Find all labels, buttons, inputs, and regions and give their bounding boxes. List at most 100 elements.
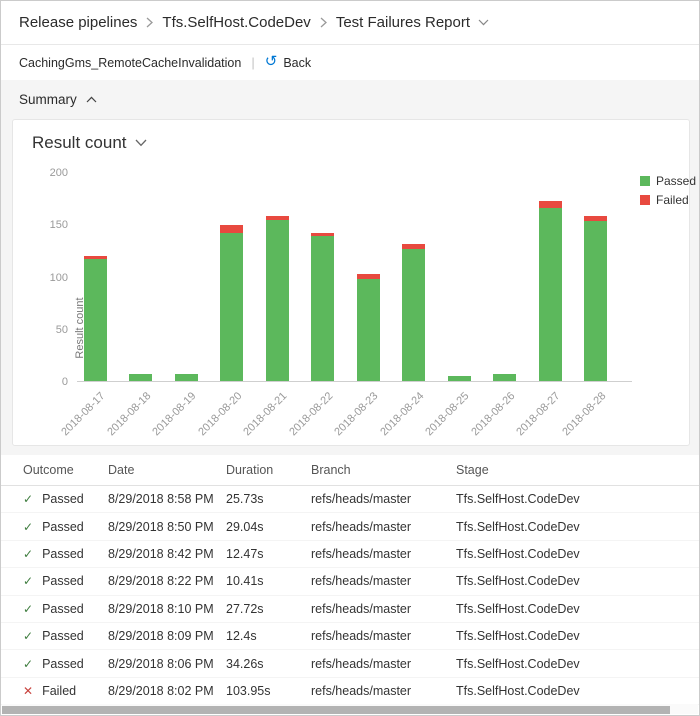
bar-2018-08-25[interactable] — [447, 375, 471, 381]
bar-2018-08-20[interactable] — [220, 225, 244, 381]
x-tick-label: 2018-08-22 — [286, 390, 336, 439]
bar-segment-passed — [493, 373, 517, 381]
bar-2018-08-28[interactable] — [584, 215, 608, 381]
date-cell: 8/29/2018 8:22 PM — [108, 574, 214, 589]
stage-cell: Tfs.SelfHost.CodeDev — [456, 492, 580, 507]
duration-cell: 29.04s — [226, 519, 264, 534]
x-tick-label: 2018-08-21 — [241, 390, 290, 439]
bar-2018-08-18[interactable] — [129, 373, 153, 381]
pipeline-name: CachingGms_RemoteCacheInvalidation — [19, 55, 242, 70]
x-tick-label: 2018-08-27 — [514, 390, 563, 439]
branch-cell: refs/heads/master — [311, 683, 412, 698]
bar-2018-08-24[interactable] — [402, 244, 426, 381]
table-row[interactable]: ✓ Passed 8/29/2018 8:09 PM 12.4s refs/heads/… — [1, 623, 699, 651]
bar-2018-08-21[interactable] — [265, 215, 289, 381]
outcome-label: Passed — [42, 492, 84, 507]
report-dropdown-chevron-down-icon[interactable] — [478, 19, 489, 26]
branch-cell: refs/heads/master — [311, 546, 412, 561]
duration-cell: 34.26s — [226, 656, 264, 671]
bar-2018-08-27[interactable] — [538, 201, 562, 381]
bar-segment-passed — [584, 221, 608, 381]
table-row[interactable]: ✓ Passed 8/29/2018 8:58 PM 25.73s refs/heads… — [1, 486, 699, 514]
date-cell: 8/29/2018 8:42 PM — [108, 546, 214, 561]
date-cell: 8/29/2018 8:10 PM — [108, 601, 214, 616]
column-header-date[interactable]: Date — [108, 463, 135, 477]
bar-segment-passed — [129, 373, 153, 381]
x-icon: ✕ — [23, 683, 34, 698]
x-tick-label: 2018-08-28 — [559, 390, 609, 439]
branch-cell: refs/heads/master — [311, 519, 412, 534]
bar-2018-08-22[interactable] — [311, 232, 335, 381]
bar-segment-passed — [356, 278, 380, 381]
bar-2018-08-19[interactable] — [174, 373, 198, 381]
duration-cell: 27.72s — [226, 601, 264, 616]
outcome-cell: ✕ Failed — [23, 684, 108, 698]
chevron-right-icon — [146, 17, 154, 28]
outcome-cell: ✓ Passed — [23, 574, 108, 588]
x-tick-label: 2018-08-23 — [332, 390, 381, 439]
pipeline-toolbar: CachingGms_RemoteCacheInvalidation | ↺ B… — [1, 45, 699, 80]
bar-2018-08-26[interactable] — [493, 373, 517, 381]
branch-cell: refs/heads/master — [311, 492, 412, 507]
legend-item-failed[interactable]: Failed — [640, 193, 696, 207]
back-button[interactable]: ↺ Back — [264, 53, 312, 70]
y-tick-label: 50 — [55, 323, 68, 336]
outcome-label: Failed — [42, 683, 77, 698]
horizontal-scrollbar-thumb[interactable] — [2, 706, 670, 714]
check-icon: ✓ — [23, 574, 34, 589]
stage-cell: Tfs.SelfHost.CodeDev — [456, 683, 580, 698]
table-row[interactable]: ✕ Failed 8/29/2018 8:02 PM 103.95s refs/head… — [1, 678, 699, 706]
column-header-duration[interactable]: Duration — [226, 463, 274, 477]
chart-metric-dropdown[interactable]: Result count — [32, 133, 147, 153]
stage-cell: Tfs.SelfHost.CodeDev — [456, 601, 580, 616]
legend-label: Passed — [656, 174, 697, 188]
bar-segment-passed — [265, 220, 289, 381]
table-row[interactable]: ✓ Passed 8/29/2018 8:22 PM 10.41s refs/heads… — [1, 568, 699, 596]
y-tick-label: 0 — [61, 376, 68, 388]
bar-2018-08-17[interactable] — [83, 255, 107, 381]
chevron-down-icon — [135, 139, 147, 147]
horizontal-scrollbar-track[interactable] — [2, 704, 698, 714]
chart-title: Result count — [32, 133, 127, 152]
breadcrumb-item-pipeline[interactable]: Tfs.SelfHost.CodeDev — [162, 14, 311, 31]
legend-swatch-icon — [640, 176, 650, 186]
outcome-cell: ✓ Passed — [23, 657, 108, 671]
bar-2018-08-23[interactable] — [356, 274, 380, 381]
breadcrumb-item-release-pipelines[interactable]: Release pipelines — [19, 14, 138, 31]
breadcrumb-item-report[interactable]: Test Failures Report — [335, 14, 471, 31]
x-tick-label: 2018-08-26 — [468, 390, 518, 439]
column-header-branch[interactable]: Branch — [311, 463, 351, 477]
stage-cell: Tfs.SelfHost.CodeDev — [456, 574, 580, 589]
legend-swatch-icon — [640, 195, 650, 205]
column-header-stage[interactable]: Stage — [456, 463, 489, 477]
column-header-outcome[interactable]: Outcome — [23, 463, 74, 477]
date-cell: 8/29/2018 8:02 PM — [108, 683, 214, 698]
y-tick-label: 200 — [49, 167, 68, 179]
chart-plot-area: Result count — [74, 173, 632, 382]
bar-segment-failed — [83, 255, 107, 259]
duration-cell: 10.41s — [226, 574, 264, 589]
bar-segment-failed — [538, 201, 562, 208]
bar-segment-passed — [447, 375, 471, 381]
check-icon: ✓ — [23, 601, 34, 616]
undo-arrow-icon: ↺ — [264, 53, 278, 70]
table-row[interactable]: ✓ Passed 8/29/2018 8:06 PM 34.26s refs/heads… — [1, 650, 699, 678]
table-row[interactable]: ✓ Passed 8/29/2018 8:42 PM 12.47s refs/heads… — [1, 541, 699, 569]
table-row[interactable]: ✓ Passed 8/29/2018 8:50 PM 29.04s refs/heads… — [1, 513, 699, 541]
x-tick-label: 2018-08-18 — [104, 390, 154, 439]
duration-cell: 103.95s — [226, 683, 271, 698]
table-header-row: Outcome Date Duration Branch Stage — [1, 455, 699, 486]
bar-segment-passed — [538, 207, 562, 381]
check-icon: ✓ — [23, 629, 34, 644]
back-button-label: Back — [283, 55, 312, 70]
date-cell: 8/29/2018 8:58 PM — [108, 492, 214, 507]
table-row[interactable]: ✓ Passed 8/29/2018 8:10 PM 27.72s refs/heads… — [1, 596, 699, 623]
table-body: ✓ Passed 8/29/2018 8:58 PM 25.73s refs/heads… — [1, 486, 699, 706]
summary-collapse-header[interactable]: Summary — [1, 80, 699, 118]
bar-segment-failed — [220, 225, 244, 233]
chevron-right-icon — [320, 17, 327, 28]
stage-cell: Tfs.SelfHost.CodeDev — [456, 656, 580, 671]
check-icon: ✓ — [23, 656, 34, 671]
legend-item-passed[interactable]: Passed — [640, 174, 696, 188]
outcome-label: Passed — [42, 546, 84, 561]
